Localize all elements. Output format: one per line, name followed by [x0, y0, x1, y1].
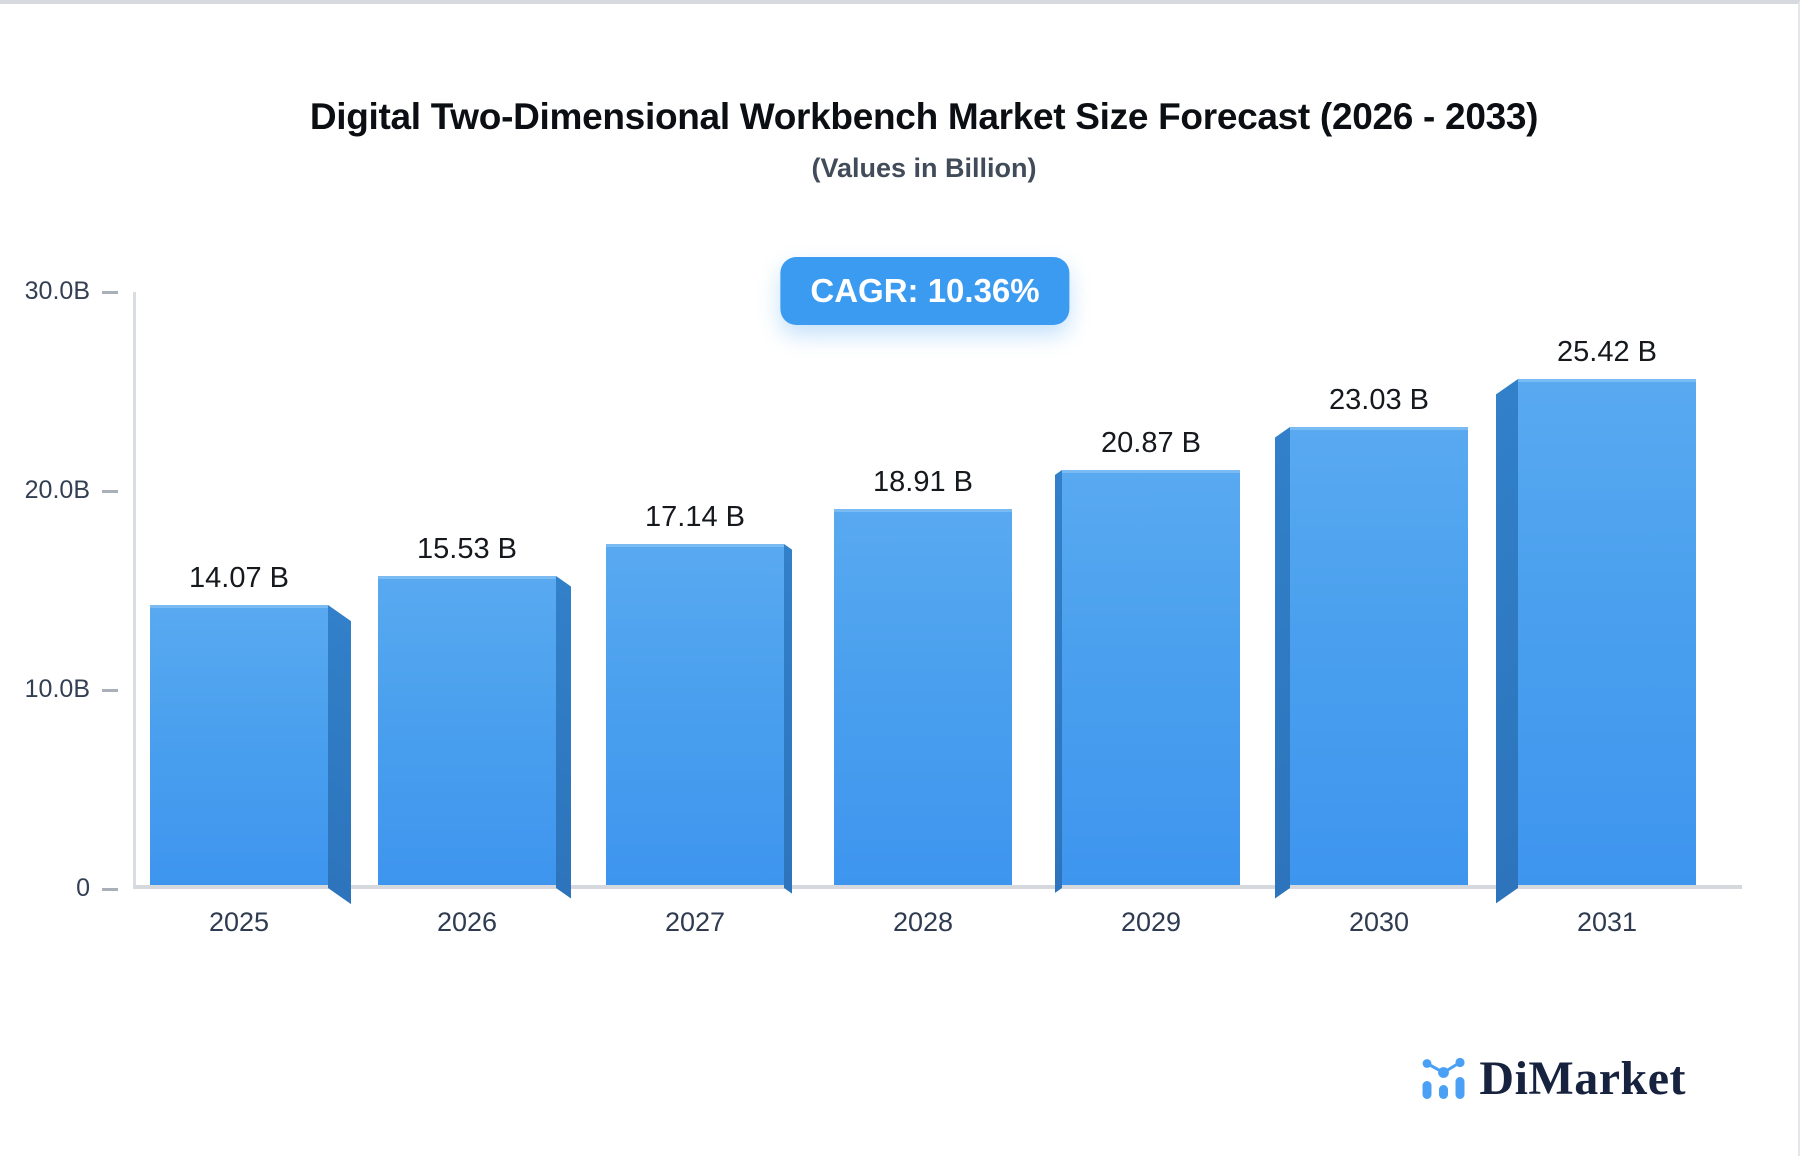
- bar-face: [378, 575, 556, 885]
- y-axis-tick: [102, 489, 118, 493]
- plot-area: 30.0B 20.0B 10.0B 0 14.07 B 2025 15.53 B 2026 17…: [25, 277, 1742, 937]
- bar-side-panel: [556, 575, 571, 899]
- x-axis-label: 2025: [208, 907, 270, 937]
- bar-value-label: 20.87 B: [1101, 426, 1201, 459]
- bar-value-label: 17.14 B: [645, 500, 745, 533]
- chart-title: Digital Two-Dimensional Workbench Market…: [309, 96, 1539, 137]
- chart-subtitle: (Values in Billion): [811, 153, 1037, 183]
- y-axis-tick: [102, 688, 118, 692]
- y-axis-label: 20.0B: [24, 475, 90, 504]
- bar-2031: [1496, 379, 1696, 904]
- x-axis-label: 2027: [664, 907, 726, 937]
- y-axis-label: 10.0B: [24, 674, 90, 703]
- bar-2027: [606, 543, 792, 894]
- bar-value-label: 15.53 B: [417, 532, 517, 565]
- bar-2030: [1275, 426, 1468, 899]
- y-axis-tick: [102, 290, 118, 294]
- x-axis-label: 2026: [436, 907, 498, 937]
- brand-chart-icon: [1422, 1057, 1466, 1099]
- bar-2029: [1055, 469, 1240, 893]
- x-axis-label: 2031: [1576, 907, 1638, 937]
- bar-face: [150, 605, 328, 885]
- cagr-badge: CAGR: 10.36%: [780, 257, 1070, 325]
- bar-value-label: 23.03 B: [1329, 383, 1429, 416]
- bar-2025: [150, 605, 351, 905]
- bar-side-panel: [328, 605, 351, 905]
- bar-face: [834, 508, 1012, 885]
- brand-logo: DiMarket: [1420, 1051, 1686, 1106]
- x-axis-label: 2030: [1348, 907, 1410, 937]
- bar-side-panel: [1496, 379, 1518, 904]
- y-axis-tick: [102, 887, 118, 891]
- brand-logo-text: DiMarket: [1479, 1052, 1686, 1105]
- bar-2028: [834, 508, 1012, 885]
- x-axis-label: 2029: [1120, 907, 1182, 937]
- bar-side-panel: [1055, 469, 1062, 893]
- bar-2026: [378, 575, 571, 899]
- bar-value-label: 14.07 B: [189, 562, 289, 595]
- bar-face: [1518, 379, 1696, 885]
- bar-value-label: 18.91 B: [873, 465, 973, 498]
- y-axis-label: 30.0B: [24, 276, 90, 305]
- bar-value-label: 25.42 B: [1557, 336, 1657, 369]
- bar-face: [1290, 426, 1468, 885]
- y-axis-label: 0: [76, 873, 90, 902]
- bar-side-panel: [1275, 426, 1290, 899]
- x-axis-label: 2028: [892, 907, 954, 937]
- bar-face: [606, 543, 784, 885]
- bar-face: [1062, 469, 1240, 885]
- bar-side-panel: [784, 543, 792, 894]
